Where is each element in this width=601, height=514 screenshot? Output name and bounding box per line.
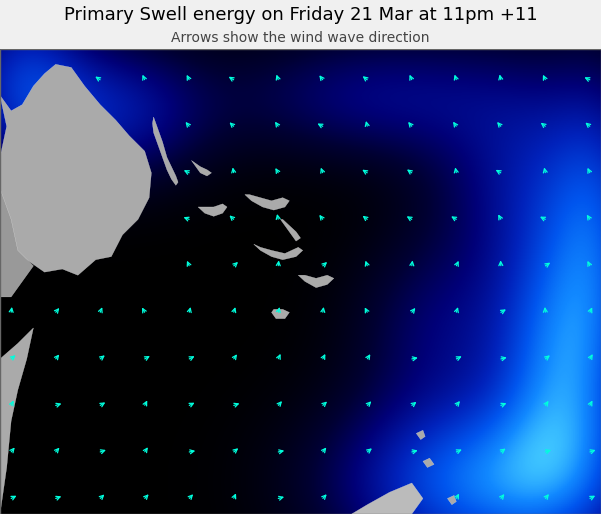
Polygon shape bbox=[423, 458, 434, 468]
Text: Primary Swell energy on Friday 21 Mar at 11pm +11: Primary Swell energy on Friday 21 Mar at… bbox=[64, 6, 537, 24]
Polygon shape bbox=[281, 219, 300, 241]
Polygon shape bbox=[245, 195, 289, 210]
Polygon shape bbox=[0, 189, 34, 297]
Polygon shape bbox=[0, 64, 151, 275]
Polygon shape bbox=[0, 328, 34, 514]
Polygon shape bbox=[352, 483, 423, 514]
Polygon shape bbox=[272, 309, 289, 319]
Polygon shape bbox=[447, 495, 456, 505]
Polygon shape bbox=[298, 275, 334, 288]
Text: Arrows show the wind wave direction: Arrows show the wind wave direction bbox=[171, 31, 430, 45]
Polygon shape bbox=[153, 117, 178, 185]
Polygon shape bbox=[254, 244, 303, 260]
Polygon shape bbox=[416, 430, 425, 439]
Polygon shape bbox=[192, 160, 212, 176]
Polygon shape bbox=[198, 204, 227, 216]
